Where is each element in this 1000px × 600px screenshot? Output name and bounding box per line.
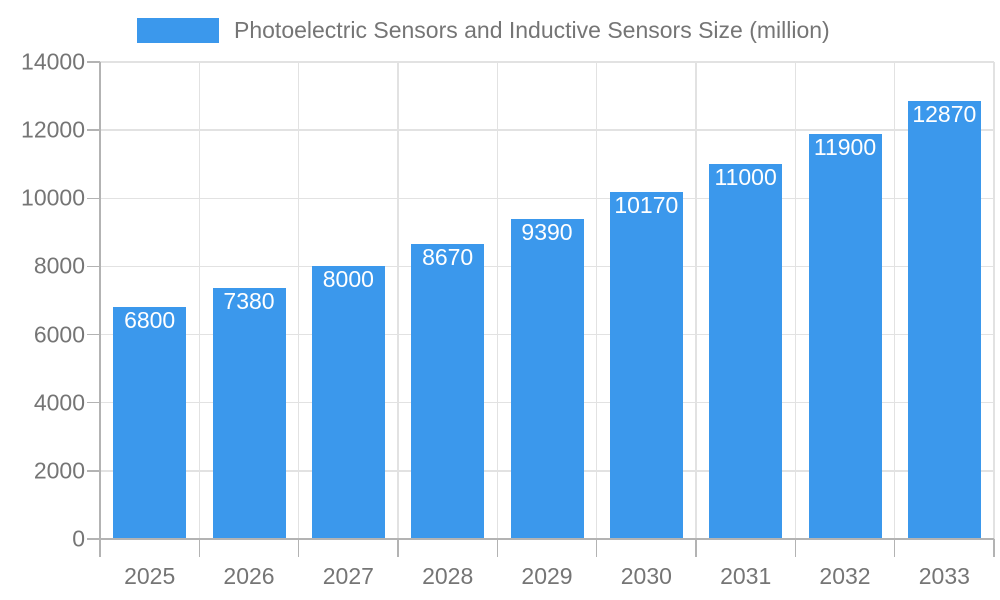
x-tick-label: 2031 (720, 563, 772, 589)
bar: 7380 (212, 287, 286, 539)
x-tick-label: 2028 (422, 563, 474, 589)
y-tick-label: 12000 (21, 116, 85, 143)
grid-line-vertical (595, 62, 598, 539)
legend-swatch (137, 17, 219, 43)
x-axis-tick (297, 539, 300, 557)
y-tick-label: 0 (72, 525, 85, 552)
bar: 8000 (311, 266, 385, 539)
x-tick-label: 2030 (620, 563, 672, 589)
y-tick-label: 2000 (33, 457, 85, 484)
x-tick-label: 2032 (819, 563, 871, 589)
bar: 10170 (609, 192, 683, 539)
x-axis-tick (695, 539, 697, 557)
bar-value-label: 6800 (124, 307, 176, 334)
grid-line-horizontal (100, 197, 994, 200)
bar: 12870 (907, 100, 981, 539)
x-axis-tick (496, 539, 499, 557)
bar-value-label: 8000 (322, 266, 374, 293)
y-axis-tick (87, 61, 100, 63)
chart-title: Photoelectric Sensors and Inductive Sens… (234, 17, 830, 43)
y-tick-label: 4000 (33, 389, 85, 416)
y-axis-tick (87, 129, 100, 131)
y-axis-tick (87, 401, 100, 404)
x-axis-line (99, 538, 994, 540)
x-axis-tick (794, 539, 797, 557)
y-tick-label: 6000 (33, 321, 85, 348)
grid-line-vertical (695, 62, 697, 539)
bar-value-label: 11900 (813, 133, 877, 160)
bar-value-label: 8670 (422, 243, 474, 270)
bar-value-label: 10170 (614, 192, 679, 219)
grid-line-vertical (297, 62, 300, 539)
bar: 9390 (510, 219, 584, 539)
grid-line-vertical (198, 62, 201, 539)
bar-value-label: 9390 (521, 219, 573, 246)
bar-value-label: 12870 (912, 100, 977, 127)
y-axis-tick (87, 333, 100, 336)
grid-line-vertical (794, 62, 797, 539)
y-axis-tick (87, 265, 100, 268)
chart-legend[interactable]: Photoelectric Sensors and Inductive Sens… (137, 14, 830, 46)
x-axis-tick (198, 539, 201, 557)
y-tick-label: 14000 (21, 48, 85, 75)
bar: 11000 (709, 164, 783, 539)
grid-line-vertical (893, 62, 896, 539)
x-axis-tick (893, 539, 896, 557)
bar-value-label: 7380 (223, 287, 275, 314)
grid-line-horizontal (100, 61, 994, 63)
bar-value-label: 11000 (714, 164, 777, 191)
x-tick-label: 2025 (124, 563, 176, 589)
grid-line-vertical (496, 62, 499, 539)
bar: 8670 (411, 243, 485, 539)
grid-line-vertical (397, 62, 399, 539)
x-tick-label: 2027 (322, 563, 374, 589)
x-axis-tick (595, 539, 598, 557)
x-axis-tick (99, 539, 101, 557)
y-axis-tick (87, 197, 100, 200)
bar: 11900 (808, 133, 882, 539)
y-axis-tick (87, 470, 100, 472)
x-tick-label: 2029 (521, 563, 573, 589)
x-tick-label: 2033 (918, 563, 970, 589)
grid-line-horizontal (100, 129, 994, 131)
bar: 6800 (113, 307, 187, 539)
grid-line-vertical (993, 62, 995, 539)
y-axis-line (99, 62, 101, 557)
y-axis-tick (87, 538, 100, 540)
y-tick-label: 10000 (21, 184, 85, 211)
y-tick-label: 8000 (33, 252, 85, 279)
x-axis-tick (397, 539, 399, 557)
x-tick-label: 2026 (223, 563, 275, 589)
x-axis-tick (993, 539, 995, 557)
